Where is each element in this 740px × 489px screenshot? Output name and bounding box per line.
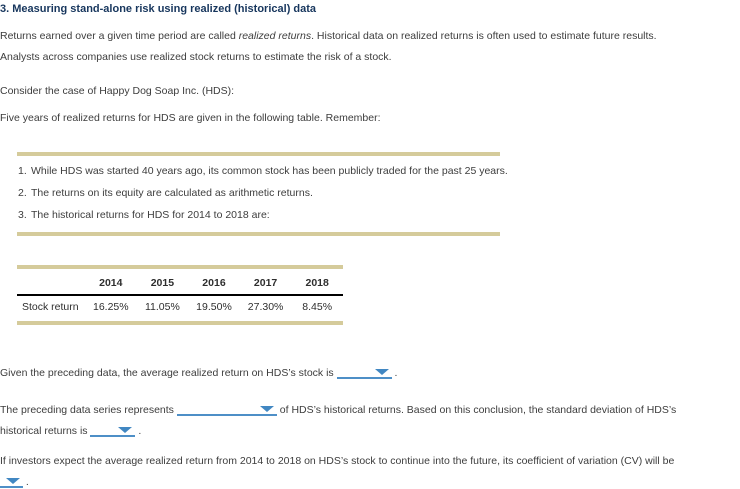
- returns-table: 2014 2015 2016 2017 2018 Stock return 16…: [17, 265, 343, 325]
- five-years-line: Five years of realized returns for HDS a…: [0, 112, 381, 124]
- remember-item-text: The returns on its equity are calculated…: [31, 187, 313, 199]
- question-2-line-2: historical returns is .: [0, 423, 141, 438]
- intro-italic-term: realized returns: [238, 30, 312, 42]
- intro-text-cont: . Historical data on realized returns is…: [311, 30, 657, 42]
- remember-item-1: 1. While HDS was started 40 years ago, it…: [17, 165, 508, 178]
- question-3-line-1: If investors expect the average realized…: [0, 455, 675, 467]
- question-3-line-2: .: [0, 474, 29, 489]
- question-2-text-cont: of HDS’s historical returns. Based on th…: [279, 404, 677, 416]
- consider-line: Consider the case of Happy Dog Soap Inc.…: [0, 85, 235, 97]
- remember-box: 1. While HDS was started 40 years ago, it…: [17, 152, 508, 236]
- remember-item-number: 2.: [18, 187, 27, 199]
- year-header: 2016: [188, 269, 240, 296]
- year-header: 2015: [136, 269, 189, 296]
- remember-item-number: 3.: [18, 209, 27, 221]
- year-header: 2014: [85, 269, 137, 296]
- chevron-down-icon: [259, 406, 274, 412]
- remember-item-text: The historical returns for HDS for 2014 …: [31, 209, 270, 221]
- stock-return-value: 8.45%: [302, 301, 333, 313]
- year-header: 2017: [239, 269, 292, 296]
- question-1: Given the preceding data, the average re…: [0, 365, 397, 380]
- stock-return-value: 19.50%: [196, 301, 232, 313]
- chevron-down-icon: [118, 427, 133, 433]
- period: .: [138, 425, 142, 437]
- returns-table-header-row: 2014 2015 2016 2017 2018: [17, 269, 343, 296]
- intro-line-2: Analysts across companies use realized s…: [0, 51, 392, 63]
- row-label: Stock return: [22, 301, 79, 313]
- remember-item-text: While HDS was started 40 years ago, its …: [31, 165, 508, 177]
- stock-return-row: Stock return 16.25% 11.05% 19.50% 27.30%…: [17, 295, 343, 321]
- data-series-type-dropdown[interactable]: [176, 402, 277, 416]
- year-header: 2018: [291, 269, 343, 296]
- remember-item-2: 2. The returns on its equity are calculat…: [17, 187, 500, 200]
- stock-return-value: 27.30%: [247, 301, 284, 313]
- chevron-down-icon: [374, 369, 389, 375]
- chevron-down-icon: [6, 478, 20, 484]
- standard-deviation-dropdown[interactable]: [90, 423, 136, 437]
- intro-line-1: Returns earned over a given time period …: [0, 30, 657, 43]
- period: .: [25, 476, 29, 488]
- average-return-dropdown[interactable]: [336, 365, 392, 379]
- page-title: 3. Measuring stand-alone risk using real…: [0, 3, 317, 15]
- header-spacer-cell: [17, 269, 85, 296]
- remember-item-number: 1.: [18, 165, 27, 177]
- stock-return-value: 11.05%: [144, 301, 180, 313]
- question-2-line-2-text: historical returns is: [0, 425, 88, 437]
- question-2-text: The preceding data series represents: [0, 404, 174, 416]
- remember-item-3: 3. The historical returns for HDS for 201…: [17, 209, 500, 222]
- period: .: [394, 367, 398, 379]
- question-1-text: Given the preceding data, the average re…: [0, 367, 334, 379]
- stock-return-value: 16.25%: [92, 301, 129, 313]
- question-2-line-1: The preceding data series represents of …: [0, 402, 676, 417]
- coefficient-of-variation-dropdown[interactable]: [0, 474, 23, 488]
- intro-text: Returns earned over a given time period …: [0, 30, 239, 42]
